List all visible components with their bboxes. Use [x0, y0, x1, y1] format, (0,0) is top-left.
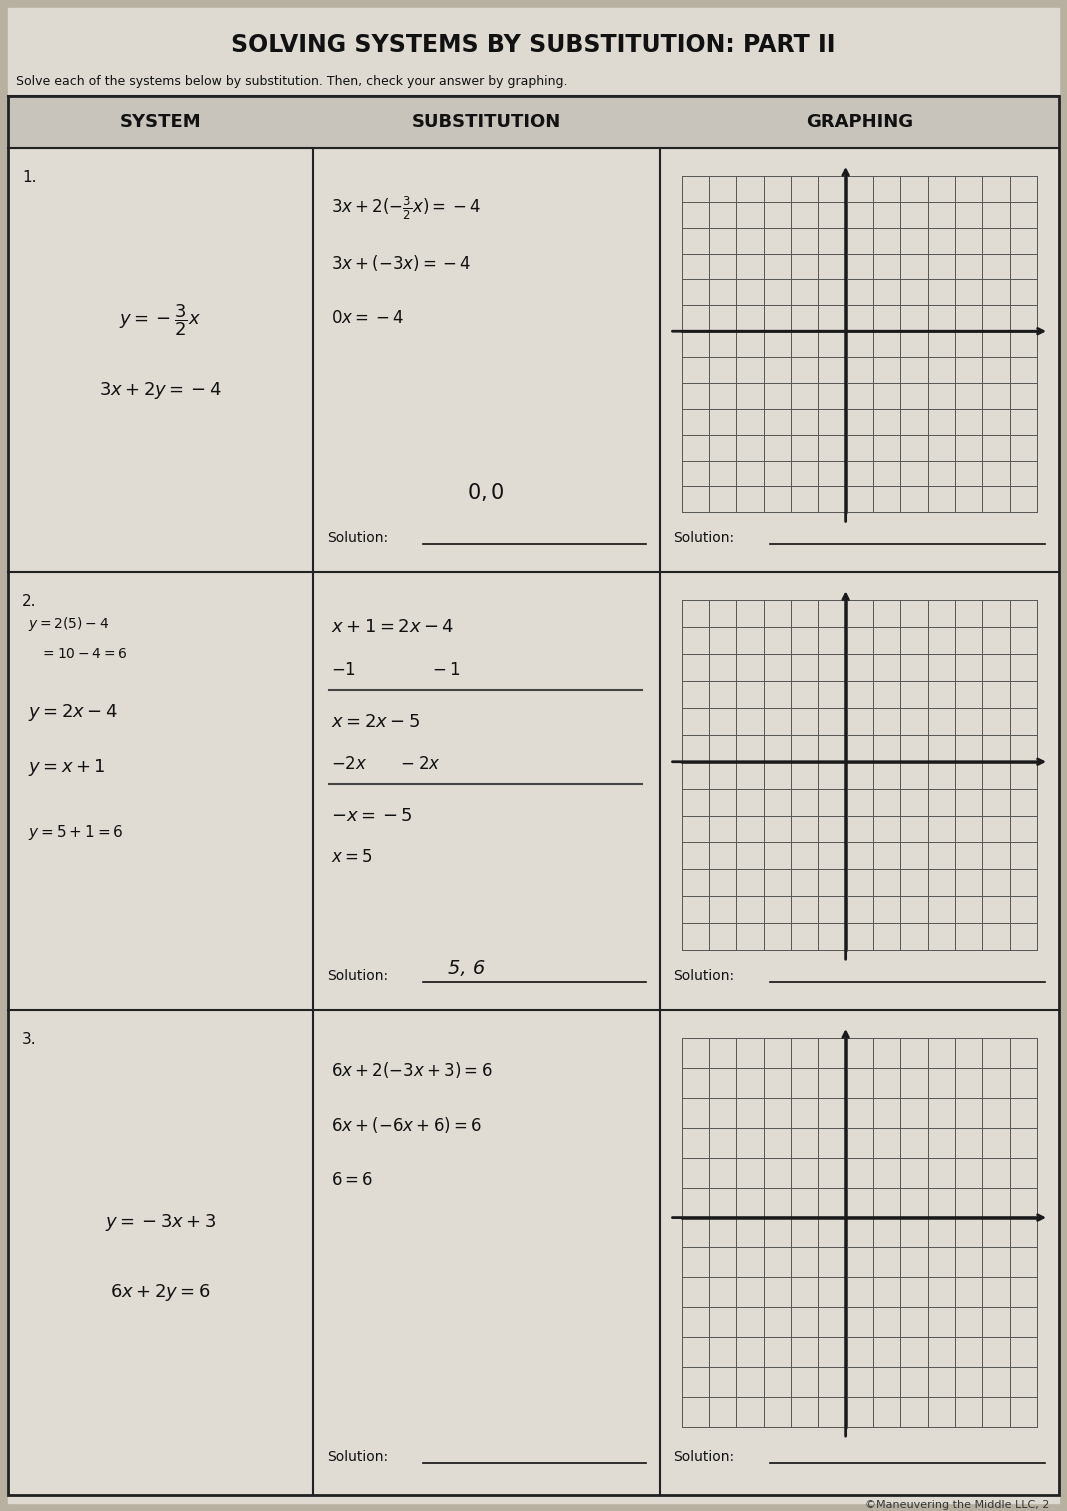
Text: $0, 0$: $0, 0$	[467, 482, 505, 503]
Text: Solution:: Solution:	[673, 532, 735, 545]
Text: Solution:: Solution:	[327, 969, 388, 984]
Text: $x = 5$: $x = 5$	[331, 848, 372, 866]
Text: $-2x\quad\quad -2x$: $-2x\quad\quad -2x$	[331, 756, 441, 774]
Text: Solution:: Solution:	[327, 532, 388, 545]
Text: $x = 2x - 5$: $x = 2x - 5$	[331, 713, 420, 731]
Text: $3x + 2y = -4$: $3x + 2y = -4$	[99, 379, 222, 400]
Text: ©Maneuvering the Middle LLC, 2: ©Maneuvering the Middle LLC, 2	[864, 1500, 1049, 1509]
Text: $y = x + 1$: $y = x + 1$	[28, 757, 106, 778]
Text: Solve each of the systems below by substitution. Then, check your answer by grap: Solve each of the systems below by subst…	[16, 76, 568, 89]
Bar	[7, 1009, 1060, 1494]
Text: $y = 2(5) - 4$: $y = 2(5) - 4$	[28, 615, 109, 633]
Text: $x + 1 = 2x - 4$: $x + 1 = 2x - 4$	[331, 618, 455, 636]
Text: $-1\qquad\qquad\;\; -1$: $-1\qquad\qquad\;\; -1$	[331, 662, 461, 680]
Text: $y = -\dfrac{3}{2}x$: $y = -\dfrac{3}{2}x$	[120, 302, 202, 338]
Text: $y = 5 + 1 = 6$: $y = 5 + 1 = 6$	[28, 823, 124, 842]
Bar	[7, 573, 1060, 1009]
Text: GRAPHING: GRAPHING	[806, 113, 913, 131]
Bar	[7, 148, 1060, 573]
Text: Solution:: Solution:	[673, 969, 735, 984]
Text: $-x = -5$: $-x = -5$	[331, 807, 413, 825]
Text: $6x + 2y = 6$: $6x + 2y = 6$	[110, 1281, 210, 1302]
Text: SYSTEM: SYSTEM	[120, 113, 202, 131]
Text: $y = 2x - 4$: $y = 2x - 4$	[28, 701, 117, 722]
Text: $0x = -4$: $0x = -4$	[331, 310, 403, 326]
Text: SOLVING SYSTEMS BY SUBSTITUTION: PART II: SOLVING SYSTEMS BY SUBSTITUTION: PART II	[232, 33, 835, 57]
Text: 5, 6: 5, 6	[448, 958, 485, 978]
Text: $6 = 6$: $6 = 6$	[331, 1171, 373, 1189]
Text: $3x + (-3x) = -4$: $3x + (-3x) = -4$	[331, 252, 472, 273]
Text: $6x + 2(-3x + 3) = 6$: $6x + 2(-3x + 3) = 6$	[331, 1061, 492, 1080]
Text: $3x + 2(-\frac{3}{2}x) = -4$: $3x + 2(-\frac{3}{2}x) = -4$	[331, 195, 481, 222]
Text: $6x + (-6x + 6) = 6$: $6x + (-6x + 6) = 6$	[331, 1115, 482, 1135]
Bar	[7, 97, 1060, 148]
Text: $y = -3x + 3$: $y = -3x + 3$	[105, 1212, 217, 1233]
Text: 3.: 3.	[22, 1032, 36, 1047]
Text: Solution:: Solution:	[327, 1451, 388, 1464]
Text: SUBSTITUTION: SUBSTITUTION	[412, 113, 561, 131]
Text: 2.: 2.	[22, 594, 36, 609]
Text: $= 10 - 4 = 6$: $= 10 - 4 = 6$	[39, 647, 128, 662]
Text: 1.: 1.	[22, 171, 36, 184]
Text: Solution:: Solution:	[673, 1451, 735, 1464]
